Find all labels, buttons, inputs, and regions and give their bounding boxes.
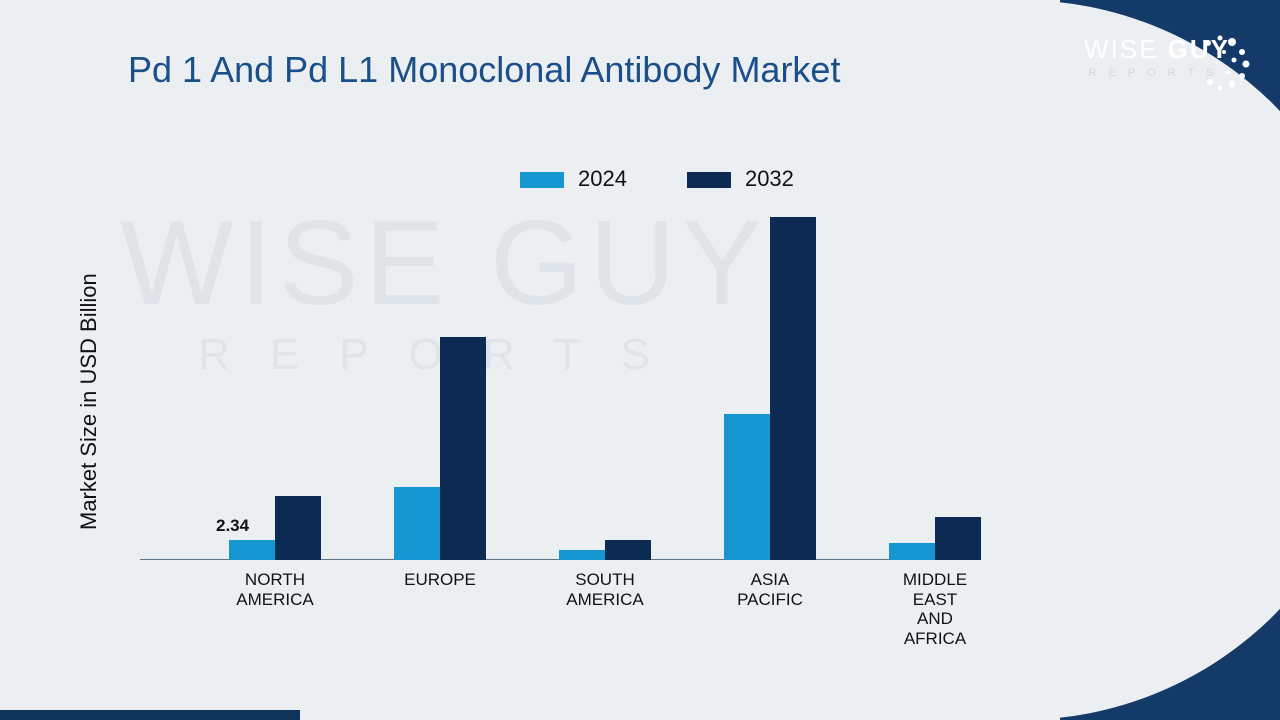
- category-label: SOUTH AMERICA: [566, 570, 643, 609]
- bar-chart: NORTH AMERICA2.34EUROPESOUTH AMERICAASIA…: [140, 200, 960, 560]
- bar-2032: [275, 496, 321, 560]
- legend-label-2032: 2032: [745, 166, 794, 191]
- category-label: MIDDLE EAST AND AFRICA: [903, 570, 967, 648]
- brand-logo: WISE GUY REPORTS: [1062, 34, 1252, 79]
- legend-swatch-2024: [520, 172, 564, 188]
- legend-swatch-2032: [687, 172, 731, 188]
- logo-dots-icon: [1188, 28, 1258, 98]
- bar-pair: [394, 337, 486, 560]
- bar-pair: [559, 540, 651, 560]
- legend: 2024 2032: [520, 166, 794, 192]
- legend-item-2024: 2024: [520, 166, 627, 192]
- bar-2032: [605, 540, 651, 560]
- bar-2032: [935, 517, 981, 560]
- legend-label-2024: 2024: [578, 166, 627, 191]
- logo-word-1: WISE: [1084, 34, 1158, 64]
- bar-2032: [440, 337, 486, 560]
- category-label: ASIA PACIFIC: [737, 570, 803, 609]
- bar-2024: [229, 540, 275, 560]
- bar-2032: [770, 217, 816, 560]
- bar-2024: [889, 543, 935, 560]
- accent-bar: [0, 710, 300, 720]
- y-axis-label: Market Size in USD Billion: [76, 273, 102, 530]
- bar-2024: [724, 414, 770, 560]
- legend-item-2032: 2032: [687, 166, 794, 192]
- bar-value-annotation: 2.34: [216, 516, 249, 536]
- bar-pair: [889, 517, 981, 560]
- chart-title: Pd 1 And Pd L1 Monoclonal Antibody Marke…: [128, 48, 848, 91]
- bar-2024: [559, 550, 605, 560]
- bar-pair: [724, 217, 816, 560]
- bar-2024: [394, 487, 440, 560]
- chart-card: WISE GUY REPORTS WISE GUY REPORTS Pd 1 A…: [0, 0, 1280, 720]
- category-label: NORTH AMERICA: [236, 570, 313, 609]
- category-label: EUROPE: [404, 570, 476, 590]
